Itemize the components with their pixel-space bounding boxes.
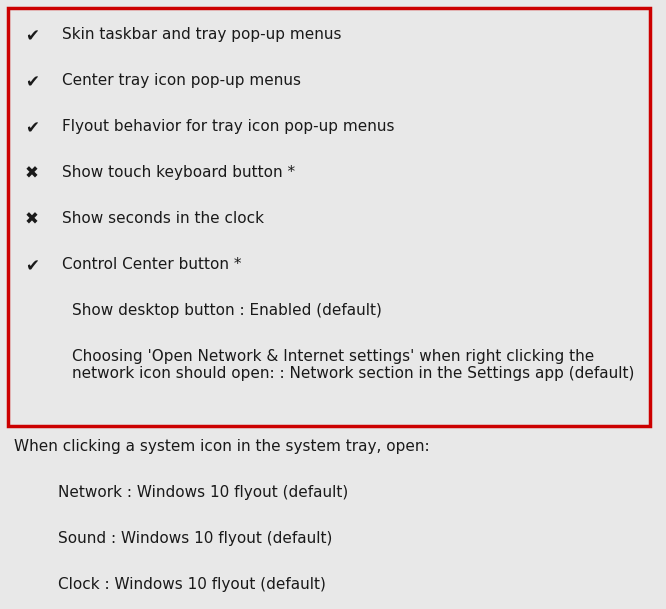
Text: ✖: ✖ xyxy=(25,165,39,183)
Bar xyxy=(8,8,650,426)
Text: ✔: ✔ xyxy=(25,119,39,137)
Text: Show touch keyboard button *: Show touch keyboard button * xyxy=(62,165,295,180)
Text: Sound : Windows 10 flyout (default): Sound : Windows 10 flyout (default) xyxy=(58,532,332,546)
Text: ✔: ✔ xyxy=(25,27,39,45)
Text: When clicking a system icon in the system tray, open:: When clicking a system icon in the syste… xyxy=(14,440,430,454)
Text: Network : Windows 10 flyout (default): Network : Windows 10 flyout (default) xyxy=(58,485,348,501)
Text: ✔: ✔ xyxy=(25,73,39,91)
Text: ✔: ✔ xyxy=(25,257,39,275)
Text: Choosing 'Open Network & Internet settings' when right clicking the
network icon: Choosing 'Open Network & Internet settin… xyxy=(72,349,635,381)
Text: Show desktop button : Enabled (default): Show desktop button : Enabled (default) xyxy=(72,303,382,318)
Text: Control Center button *: Control Center button * xyxy=(62,257,242,272)
Text: ✖: ✖ xyxy=(25,211,39,229)
Text: Clock : Windows 10 flyout (default): Clock : Windows 10 flyout (default) xyxy=(58,577,326,593)
Text: Flyout behavior for tray icon pop-up menus: Flyout behavior for tray icon pop-up men… xyxy=(62,119,394,134)
Text: Show seconds in the clock: Show seconds in the clock xyxy=(62,211,264,226)
Text: Center tray icon pop-up menus: Center tray icon pop-up menus xyxy=(62,73,301,88)
Text: Skin taskbar and tray pop-up menus: Skin taskbar and tray pop-up menus xyxy=(62,27,342,42)
